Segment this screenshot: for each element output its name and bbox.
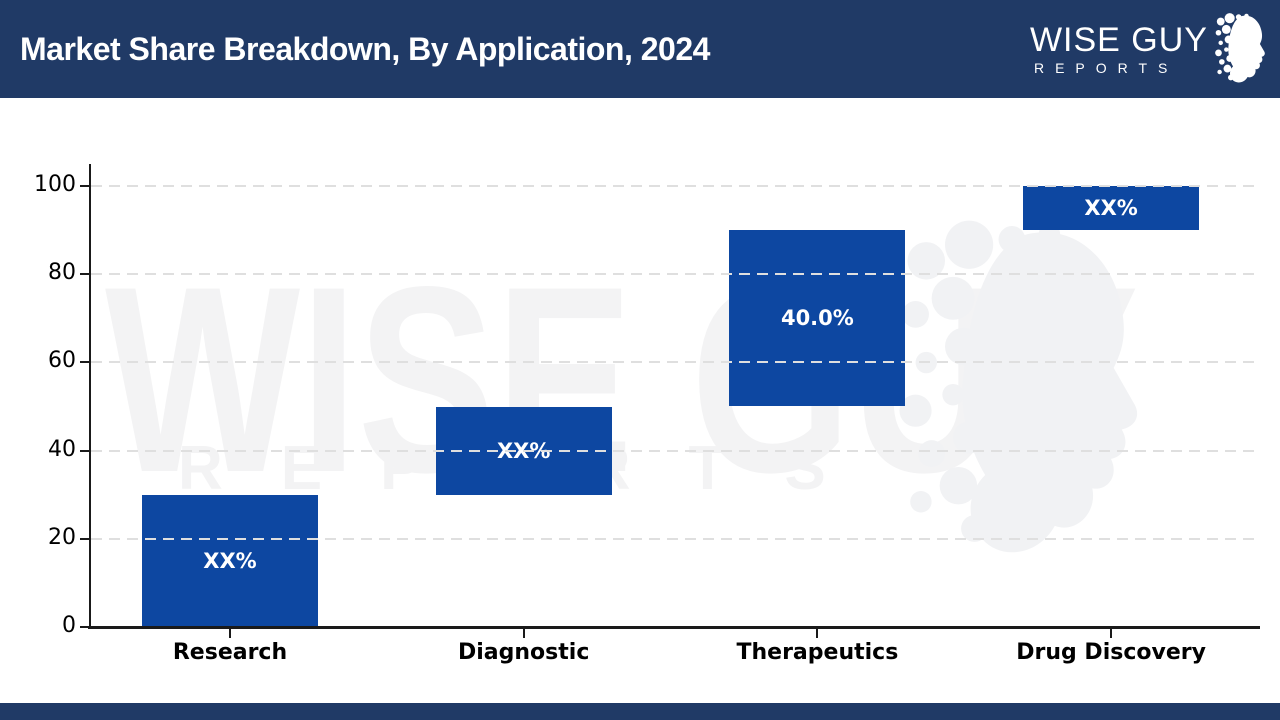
footer-bar — [0, 703, 1280, 720]
bar-value-label: XX% — [1084, 196, 1138, 221]
dotted-head-watermark — [899, 220, 1138, 553]
brand-logo-text: WISE GUY REPORTS — [1030, 23, 1208, 75]
y-axis-line — [89, 164, 91, 628]
x-axis-line — [88, 626, 1260, 629]
y-tick-mark — [80, 273, 90, 276]
y-tick-label: 60 — [48, 348, 76, 374]
bar-drug-discovery: XX% — [1023, 186, 1200, 231]
y-tick-label: 0 — [62, 613, 76, 638]
x-tick-label-diagnostic: Diagnostic — [458, 640, 590, 665]
gridline-40 — [91, 449, 1258, 452]
dotted-head-icon — [1215, 13, 1265, 83]
y-tick-mark — [80, 361, 90, 364]
y-tick-label: 80 — [48, 260, 76, 286]
x-tick-label-drug-discovery: Drug Discovery — [1016, 640, 1206, 665]
bar-value-label: XX% — [203, 548, 257, 573]
x-tick-mark — [1110, 629, 1113, 638]
page-title: Market Share Breakdown, By Application, … — [20, 30, 710, 67]
gridline-100 — [91, 185, 1258, 187]
brand-name: WISE GUY — [1029, 21, 1208, 59]
x-tick-mark — [522, 629, 525, 638]
y-tick-mark — [80, 626, 90, 628]
y-tick-label: 40 — [48, 436, 76, 462]
header-bar: Market Share Breakdown, By Application, … — [0, 0, 1280, 98]
y-tick-label: 20 — [48, 524, 76, 550]
x-tick-mark — [229, 629, 231, 638]
x-tick-label-research: Research — [172, 640, 288, 665]
x-tick-label-therapeutics: Therapeutics — [736, 640, 899, 665]
brand-subtitle: REPORTS — [1033, 60, 1179, 76]
y-tick-mark — [80, 185, 90, 187]
bar-research: XX% — [142, 494, 318, 627]
x-tick-mark — [816, 629, 819, 638]
y-tick-mark — [80, 537, 90, 540]
gridline-60 — [91, 361, 1258, 364]
bar-therapeutics: 40.0% — [729, 230, 906, 407]
brand-logo: WISE GUY REPORTS — [1030, 4, 1270, 94]
y-tick-label: 100 — [34, 172, 76, 197]
bar-value-label: 40.0% — [780, 306, 854, 331]
gridline-80 — [91, 273, 1258, 276]
gridline-20 — [91, 537, 1258, 540]
y-tick-mark — [80, 449, 90, 452]
